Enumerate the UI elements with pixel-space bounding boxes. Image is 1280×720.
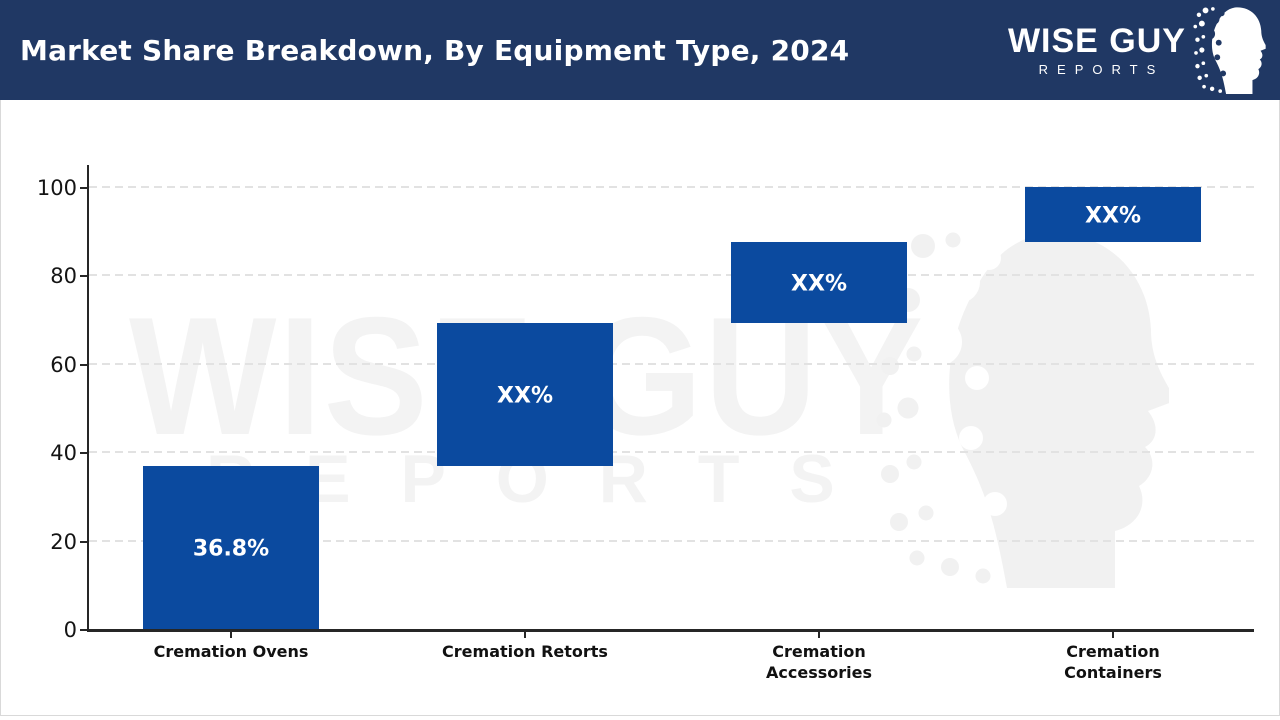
gridline — [89, 539, 1254, 542]
wise-guy-head-icon — [1192, 6, 1266, 94]
bar-value-label: XX% — [1085, 203, 1141, 229]
x-tick-mark — [1112, 631, 1114, 638]
gridline — [89, 362, 1254, 365]
y-tick-label: 40 — [50, 441, 77, 466]
y-tick-label: 0 — [63, 618, 77, 642]
y-tick-mark — [80, 275, 87, 278]
y-tick-mark — [80, 629, 87, 631]
logo-wordmark: WISE GUY — [1007, 22, 1186, 60]
page-title: Market Share Breakdown, By Equipment Typ… — [20, 33, 850, 67]
y-tick-label: 20 — [50, 529, 77, 554]
x-tick-mark — [524, 631, 526, 638]
y-tick-label: 80 — [50, 264, 77, 289]
x-category-label-cremation-ovens: Cremation Ovens — [153, 642, 309, 661]
gridline — [89, 451, 1254, 454]
gridline — [89, 274, 1254, 277]
x-tick-mark — [230, 631, 232, 638]
x-tick-mark — [818, 631, 820, 638]
watermark-head-icon — [869, 228, 1169, 588]
gridline — [89, 186, 1254, 188]
y-axis-line — [87, 164, 89, 631]
chart-area: WISE GUY REPORTS 0 20 40 60 80 100 36.8% Cremat… — [0, 100, 1280, 716]
y-tick-label: 60 — [50, 352, 77, 377]
logo-text: WISE GUY REPORTS — [1008, 23, 1186, 77]
bar-value-label: XX% — [497, 383, 553, 409]
bar-cremation-ovens — [143, 466, 319, 629]
x-category-label-cremation-accessories: Cremation Accessories — [766, 642, 872, 682]
bar-value-label: 36.8% — [192, 536, 270, 562]
bar-cremation-accessories — [731, 242, 907, 324]
y-tick-mark — [80, 363, 87, 366]
header-bar: Market Share Breakdown, By Equipment Typ… — [0, 0, 1280, 100]
y-tick-label: 100 — [36, 176, 77, 200]
bar-value-label: XX% — [791, 271, 847, 297]
y-tick-mark — [80, 540, 87, 543]
x-category-label-cremation-retorts: Cremation Retorts — [442, 642, 608, 661]
wise-guy-logo: WISE GUY REPORTS — [1008, 6, 1266, 94]
y-tick-mark — [80, 452, 87, 455]
x-axis-line — [87, 629, 1254, 632]
logo-subtitle: REPORTS — [1038, 62, 1165, 77]
y-tick-mark — [80, 187, 87, 189]
x-category-label-cremation-containers: Cremation Containers — [1064, 642, 1162, 682]
bar-cremation-retorts — [437, 323, 613, 467]
bar-cremation-containers — [1025, 187, 1201, 243]
